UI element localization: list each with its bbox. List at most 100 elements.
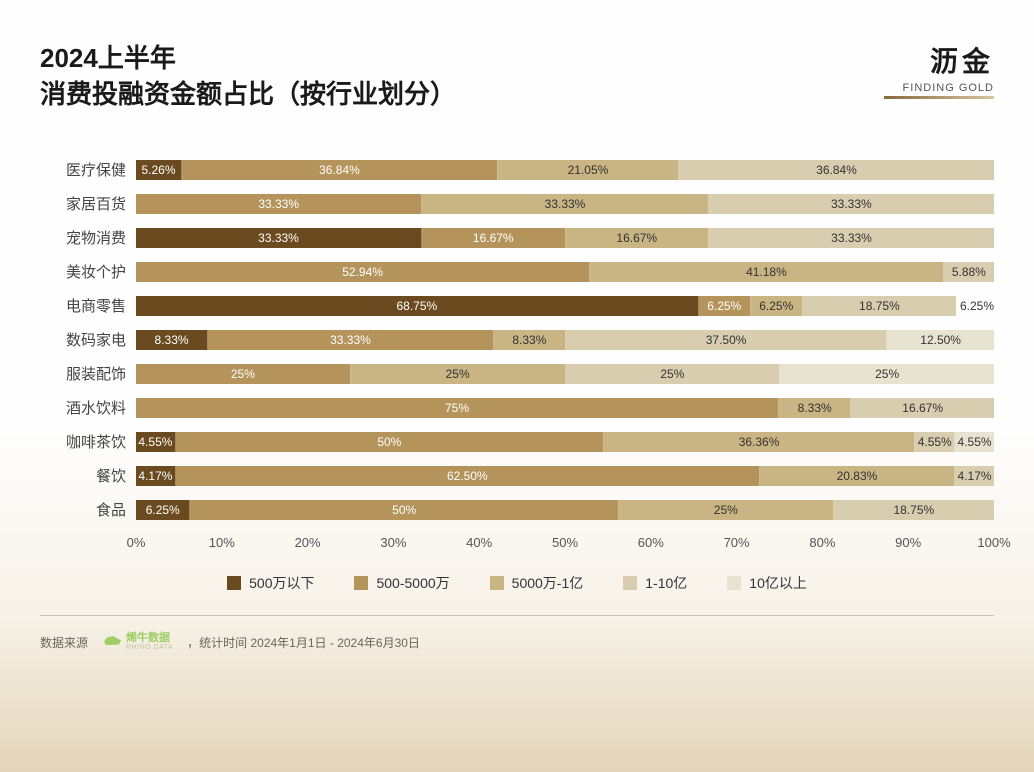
legend-item: 10亿以上 [727,573,807,593]
segment-value-label: 4.17% [138,469,172,483]
segment-value-label: 4.55% [918,435,952,449]
legend-swatch [490,576,504,590]
y-axis-label: 服装配饰 [40,363,136,384]
segment-value-label: 33.33% [258,231,299,245]
segment-value-label: 41.18% [746,265,787,279]
bar-segment: 16.67% [566,228,710,248]
segment-value-label: 6.25% [759,299,793,313]
bar-segment: 33.33% [709,194,994,214]
bar-segment: 36.36% [604,432,915,452]
segment-value-label: 25% [875,367,899,381]
bar-segment: 5.26% [136,160,182,180]
x-tick-label: 70% [724,535,750,550]
segment-value-label: 8.33% [798,401,832,415]
legend-swatch [623,576,637,590]
bar-segment: 16.67% [851,398,994,418]
y-axis-label: 食品 [40,499,136,520]
bar-segment: 18.75% [834,500,994,520]
chart-row: 家居百货33.33%33.33%33.33% [40,187,994,221]
legend-swatch [354,576,368,590]
segment-value-label: 4.55% [138,435,172,449]
title-line-1: 2024上半年 [40,40,456,76]
bar-segment: 4.17% [136,466,176,486]
x-tick-label: 40% [466,535,492,550]
bar-segment: 33.33% [208,330,494,350]
bar-segment: 50% [190,500,619,520]
segment-value-label: 33.33% [831,197,872,211]
bar-segment: 8.33% [494,330,566,350]
title-line-2: 消费投融资金额占比（按行业划分） [40,76,456,112]
bar-segment: 4.55% [955,432,994,452]
segment-value-label: 20.83% [837,469,878,483]
bar-segment: 8.33% [136,330,208,350]
chart-row: 医疗保健5.26%36.84%21.05%36.84% [40,153,994,187]
segment-value-label: 52.94% [342,265,383,279]
bar-track: 33.33% 16.67% 16.67% 33.33% [136,228,994,248]
chart-row: 酒水饮料 75% 8.33% 16.67% [40,391,994,425]
bar-segment: 20.83% [760,466,955,486]
segment-value-label: 18.75% [859,299,900,313]
rhino-logo-name: 烯牛数据 [126,632,170,644]
bar-segment: 6.25% [751,296,803,316]
segment-value-label: 33.33% [545,197,586,211]
x-tick-label: 0% [127,535,146,550]
chart-row: 数码家电8.33%33.33%8.33%37.50%12.50% [40,323,994,357]
bar-track: 8.33%33.33%8.33%37.50%12.50% [136,330,994,350]
bar-segment: 37.50% [566,330,887,350]
footer: 数据来源 烯牛数据 RHINO DATA ，统计时间 2024年1月1日 - 2… [40,615,994,652]
segment-value-label: 18.75% [893,503,934,517]
segment-value-label: 33.33% [258,197,299,211]
page-root: 2024上半年 消费投融资金额占比（按行业划分） 沥金 FINDING GOLD… [0,0,1034,772]
bar-track: 75% 8.33% 16.67% [136,398,994,418]
segment-value-label: 68.75% [396,299,437,313]
bar-segment: 25% [780,364,994,384]
bar-track: 4.17% 62.50% 20.83% 4.17% [136,466,994,486]
chart-row: 电商零售68.75%6.25%6.25%18.75%6.25% [40,289,994,323]
segment-value-label: 50% [392,503,416,517]
bar-segment: 33.33% [136,194,422,214]
segment-value-label: 5.88% [952,265,986,279]
segment-value-label: 8.33% [155,333,189,347]
bar-segment: 25% [136,364,351,384]
brand-cn: 沥金 [930,40,994,80]
bar-track: 4.55%50%36.36%4.55%4.55% [136,432,994,452]
bar-track: 25%25%25%25% [136,364,994,384]
segment-value-label: 62.50% [447,469,488,483]
segment-value-label: 16.67% [473,231,514,245]
bar-segment: 8.33% [779,398,851,418]
segment-value-label: 25% [231,367,255,381]
bar-track: 33.33% 33.33% 33.33% [136,194,994,214]
legend-swatch [227,576,241,590]
bar-segment: 4.55% [136,432,176,452]
x-axis: 0%10%20%30%40%50%60%70%80%90%100% [40,535,994,555]
x-tick-label: 50% [552,535,578,550]
segment-value-label: 5.26% [141,163,175,177]
segment-value-label: 33.33% [831,231,872,245]
legend-item: 500-5000万 [354,573,449,593]
segment-value-label: 4.55% [958,435,992,449]
segment-value-label: 21.05% [568,163,609,177]
segment-value-label: 25% [714,503,738,517]
x-tick-label: 100% [977,535,1010,550]
bar-segment: 41.18% [590,262,944,282]
segment-value-label: 75% [445,401,469,415]
bar-segment: 6.25% [699,296,751,316]
segment-value-label: 12.50% [920,333,961,347]
rhino-icon [102,633,122,647]
bar-segment: 75% [136,398,779,418]
segment-value-label: 37.50% [706,333,747,347]
segment-value-label-overflow: 6.25% [960,299,994,313]
bar-segment: 68.75% [136,296,699,316]
y-axis-label: 酒水饮料 [40,397,136,418]
bar-segment: 4.17% [955,466,994,486]
brand-rule [884,96,994,99]
legend-label: 500-5000万 [376,573,449,593]
bar-track: 68.75% 6.25% 6.25% 18.75% [136,296,956,316]
segment-value-label: 36.84% [816,163,857,177]
bar-segment: 25% [351,364,566,384]
y-axis-label: 医疗保健 [40,159,136,180]
segment-value-label: 50% [377,435,401,449]
segment-value-label: 6.25% [146,503,180,517]
chart-row: 宠物消费33.33%16.67%16.67%33.33% [40,221,994,255]
bar-track: 52.94% 41.18% 5.88% [136,262,994,282]
